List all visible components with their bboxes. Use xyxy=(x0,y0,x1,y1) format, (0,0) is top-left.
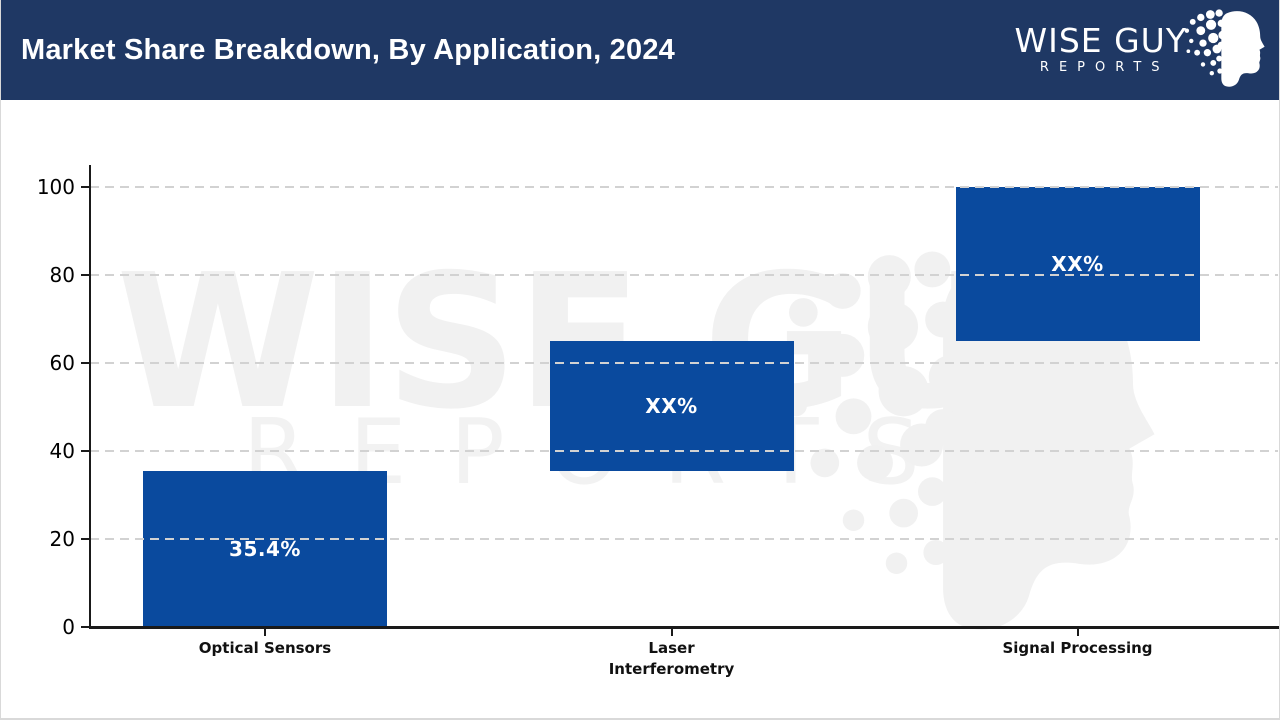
x-category-label-line: Signal Processing xyxy=(1002,639,1153,657)
gridline-60 xyxy=(90,362,1278,364)
x-category-label: Laser Interferometry xyxy=(522,638,822,680)
gridline-100 xyxy=(90,186,1278,188)
x-category-label-line: Optical Sensors xyxy=(198,639,332,657)
bar-3: XX% xyxy=(955,187,1200,341)
gridline-20 xyxy=(90,538,1278,540)
y-tick-label: 40 xyxy=(49,439,75,463)
x-category-label-line: Interferometry xyxy=(608,660,735,678)
x-tick-mark xyxy=(670,629,673,636)
y-tick-label: 80 xyxy=(49,263,75,287)
y-tick-mark xyxy=(81,274,90,276)
x-tick-mark xyxy=(1076,629,1079,636)
gridline-80 xyxy=(90,274,1278,276)
y-tick-mark xyxy=(81,538,90,540)
page-title: Market Share Breakdown, By Application, … xyxy=(21,33,675,66)
bar-value-label: XX% xyxy=(1051,252,1104,276)
y-tick-mark xyxy=(81,626,90,628)
bar-value-label: XX% xyxy=(645,394,698,419)
wise-guy-logo: WISE GUY REPORTS xyxy=(1014,8,1269,90)
y-axis-line xyxy=(89,165,91,629)
x-axis-line xyxy=(89,626,1279,629)
x-category-label: Optical Sensors xyxy=(115,638,415,659)
logo-wordmark: WISE GUY REPORTS xyxy=(1014,21,1187,75)
bar-1: 35.4% xyxy=(143,471,387,627)
dotted-head-profile-icon xyxy=(1184,9,1265,87)
plot-region: 0 20 40 60 80 100 35.4% Optical Sensors XX% Laser… xyxy=(1,100,1279,718)
x-category-label-line: Laser xyxy=(648,639,695,657)
y-tick-label: 60 xyxy=(49,351,75,375)
bar-value-label: 35.4% xyxy=(229,537,301,562)
y-tick-mark xyxy=(81,186,90,188)
y-tick-label: 20 xyxy=(49,527,75,551)
header-bar: Market Share Breakdown, By Application, … xyxy=(1,0,1279,100)
y-tick-label: 100 xyxy=(36,175,75,199)
logo-title: WISE GUY xyxy=(1014,21,1187,61)
chart-area: WISE GUY REPORTS 02040608010035.4%Optica… xyxy=(1,100,1279,718)
logo-subtitle: REPORTS xyxy=(1039,59,1170,75)
x-tick-mark xyxy=(264,629,266,636)
gridline-40 xyxy=(90,450,1278,452)
y-tick-mark xyxy=(81,362,90,364)
x-category-label: Signal Processing xyxy=(928,638,1228,659)
y-tick-label: 0 xyxy=(62,615,75,639)
y-tick-mark xyxy=(81,450,90,452)
